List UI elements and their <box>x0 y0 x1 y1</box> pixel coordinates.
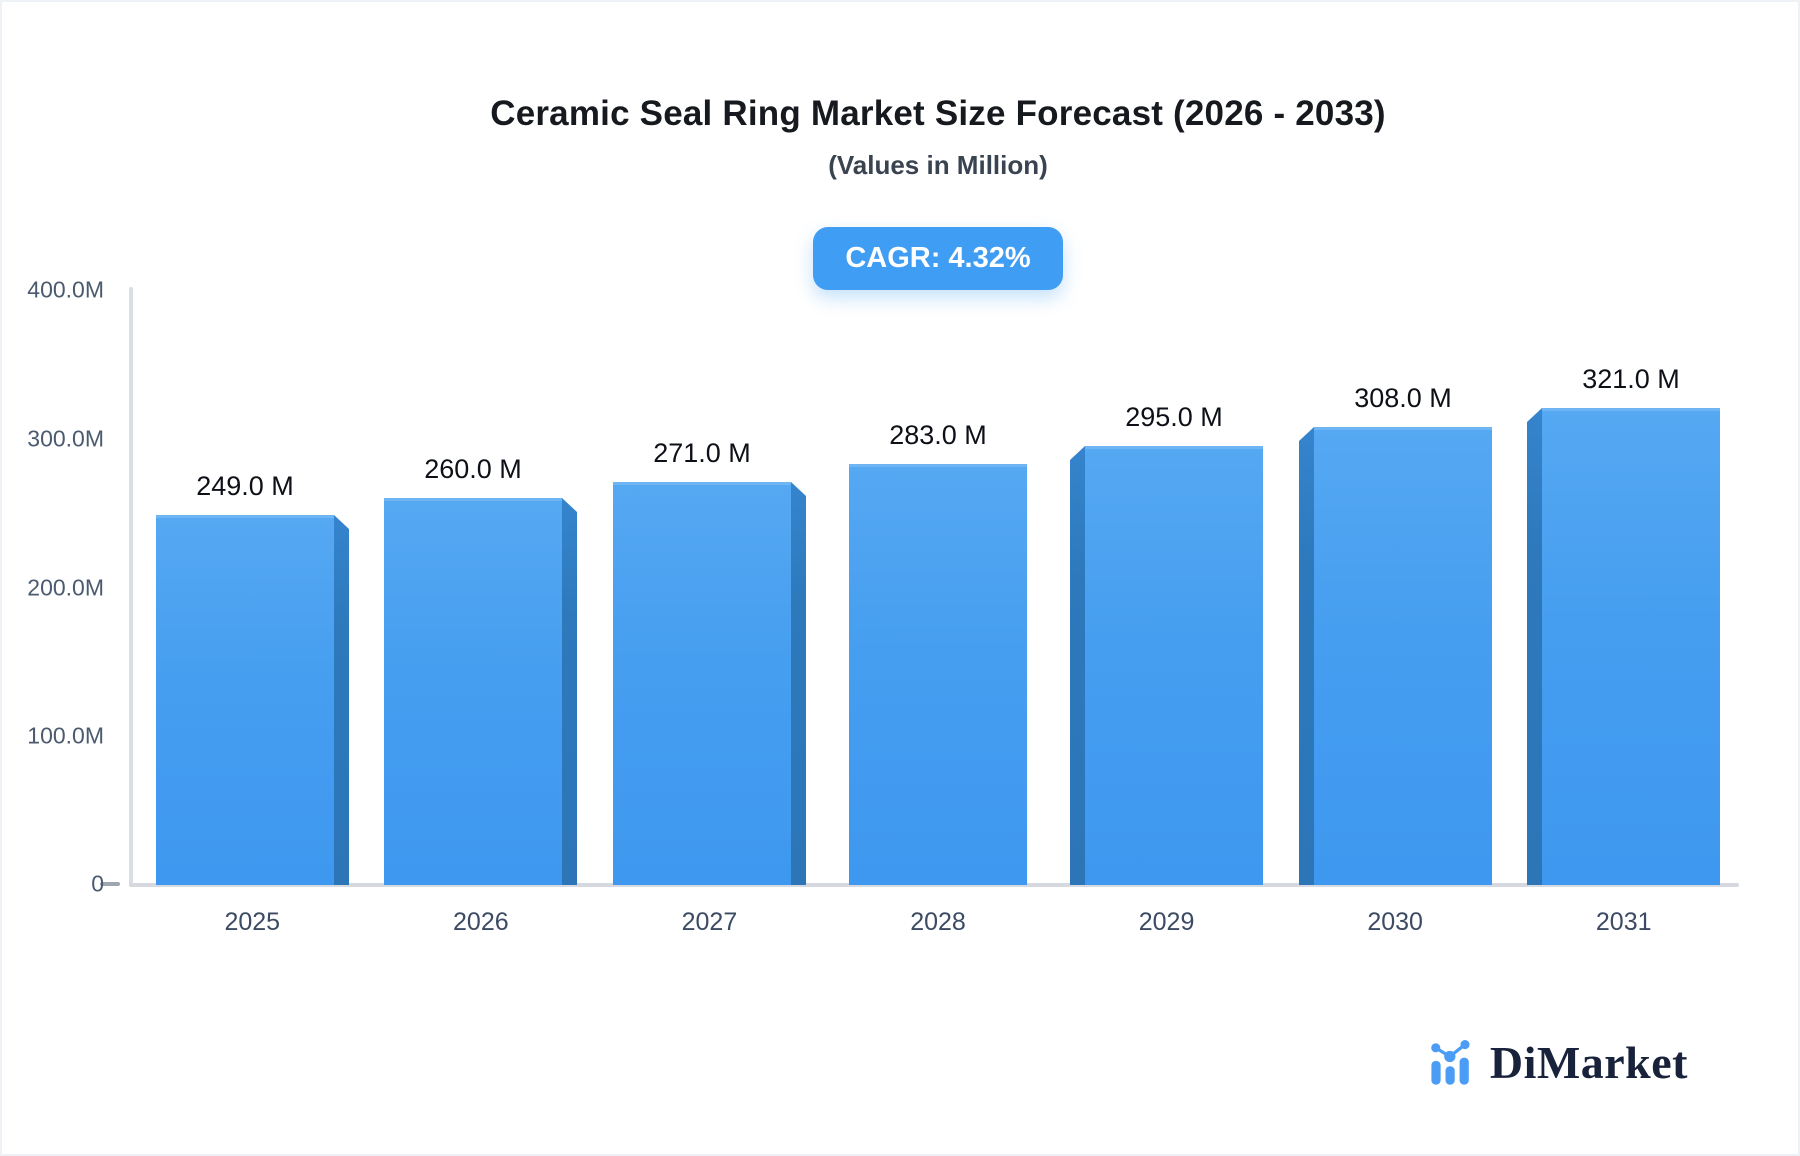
bar-side-face-2029 <box>1070 446 1085 885</box>
bar-2027[interactable] <box>613 482 791 885</box>
x-axis-baseline <box>129 883 1739 887</box>
y-tick-label-300.0M: 300.0M <box>27 425 104 452</box>
value-label-2027: 271.0 M <box>653 438 751 468</box>
y-tick-label-200.0M: 200.0M <box>27 574 104 600</box>
bar-side-face-2026 <box>562 498 577 885</box>
bar-2029[interactable] <box>1085 446 1263 885</box>
y-axis-line <box>129 287 133 886</box>
bar-side-face-2031 <box>1527 408 1542 885</box>
value-label-2026: 260.0 M <box>424 454 522 484</box>
x-tick-label-2027: 2027 <box>681 908 738 936</box>
x-tick-label-2026: 2026 <box>453 908 509 936</box>
bar-chart-trend-icon <box>1431 1039 1470 1085</box>
value-label-2030: 308.0 M <box>1354 383 1452 413</box>
bar-2031[interactable] <box>1542 408 1720 885</box>
y-tick-label-0: 0 <box>91 870 104 897</box>
zero-tick-mark <box>100 882 120 886</box>
chart-subtitle: (Values in Million) <box>828 150 1048 180</box>
cagr-badge: CAGR: 4.32% <box>813 227 1063 290</box>
x-tick-label-2028: 2028 <box>910 908 966 936</box>
x-tick-label-2025: 2025 <box>224 908 281 936</box>
x-tick-label-2031: 2031 <box>1595 908 1652 936</box>
value-label-2029: 295.0 M <box>1125 402 1223 432</box>
brand-name: DiMarket <box>1489 1037 1688 1088</box>
value-label-2025: 249.0 M <box>196 471 294 501</box>
bar-2030[interactable] <box>1314 427 1492 885</box>
x-tick-label-2029: 2029 <box>1138 908 1195 936</box>
bar-2026[interactable] <box>384 498 562 885</box>
bar-2028[interactable] <box>849 464 1027 885</box>
value-label-2028: 283.0 M <box>889 420 987 450</box>
y-tick-label-400.0M: 400.0M <box>27 276 104 303</box>
x-tick-label-2030: 2030 <box>1367 908 1423 936</box>
bar-2025[interactable] <box>156 515 334 885</box>
chart-title: Ceramic Seal Ring Market Size Forecast (… <box>490 94 1386 133</box>
dimarket-logo: DiMarket <box>1426 1036 1688 1089</box>
bar-side-face-2027 <box>791 482 806 885</box>
y-tick-label-100.0M: 100.0M <box>27 722 104 749</box>
bar-side-face-2030 <box>1299 427 1314 885</box>
value-label-2031: 321.0 M <box>1582 364 1680 394</box>
chart-header: Ceramic Seal Ring Market Size Forecast (… <box>138 0 1738 290</box>
bar-side-face-2025 <box>334 515 349 885</box>
